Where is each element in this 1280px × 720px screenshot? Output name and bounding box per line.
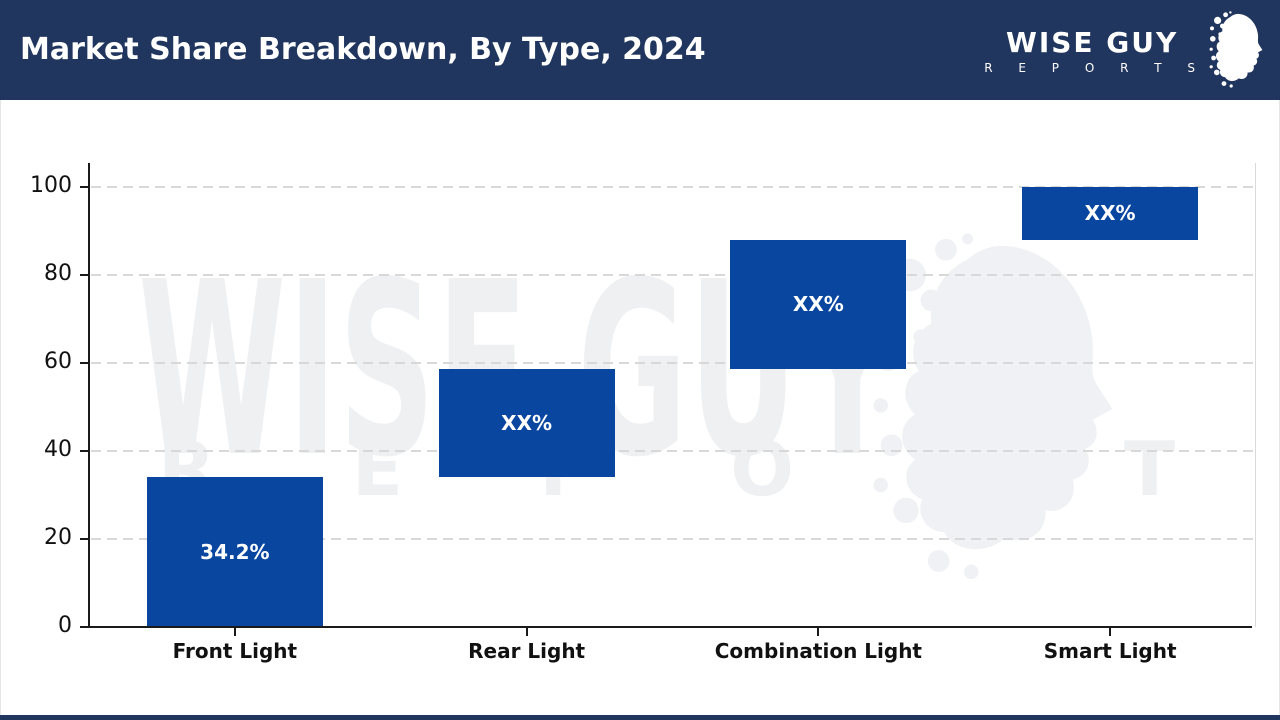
- x-axis-category-label: Smart Light: [1043, 639, 1177, 663]
- y-tick-label: 40: [44, 437, 72, 462]
- y-tick: [80, 362, 89, 364]
- bar-segment: [730, 239, 907, 370]
- x-axis-category-label: Combination Light: [714, 639, 922, 663]
- header-bar: Market Share Breakdown, By Type, 2024 WI…: [0, 0, 1280, 100]
- gridline: [91, 362, 1256, 364]
- x-axis-category-label: Front Light: [172, 639, 298, 663]
- wiseguy-face-icon: [1209, 11, 1263, 88]
- bar-value-label: XX%: [501, 410, 553, 435]
- y-tick-label: 0: [58, 613, 72, 638]
- bar-value-label: XX%: [792, 292, 844, 317]
- y-axis-line: [88, 163, 90, 628]
- x-tick: [525, 628, 528, 636]
- y-tick: [80, 626, 89, 628]
- y-tick: [80, 186, 89, 188]
- y-tick-label: 60: [44, 349, 72, 374]
- x-tick: [233, 628, 236, 636]
- logo-sub-text: R E P O R T S: [984, 60, 1206, 75]
- right-spine-line: [1255, 163, 1256, 627]
- x-tick: [1109, 628, 1112, 636]
- bar-value-label: XX%: [1084, 201, 1136, 226]
- gridline: [91, 450, 1256, 452]
- left-edge-line: [0, 100, 1, 715]
- y-tick: [80, 538, 89, 540]
- bar-value-label: 34.2%: [200, 539, 270, 564]
- x-tick: [817, 628, 820, 636]
- y-tick: [80, 274, 89, 276]
- watermark-face-icon: [873, 233, 1113, 580]
- y-tick: [80, 450, 89, 452]
- page-title: Market Share Breakdown, By Type, 2024: [20, 32, 706, 67]
- bar-segment: [438, 369, 615, 477]
- gridline: [91, 538, 1256, 540]
- logo-brand-text: WISE GUY: [1005, 25, 1179, 59]
- gridline: [91, 186, 1256, 188]
- y-tick-label: 80: [44, 261, 72, 286]
- bar-segment: [146, 476, 323, 627]
- bar-segment: [1022, 187, 1199, 240]
- watermark-text-line2: R E P O R T S: [158, 425, 1280, 513]
- footer-bar: [0, 715, 1280, 720]
- x-axis-line: [88, 626, 1252, 628]
- y-tick-label: 20: [44, 525, 72, 550]
- wiseguy-logo: WISE GUY R E P O R T S: [978, 8, 1268, 92]
- x-axis-category-label: Rear Light: [468, 639, 586, 663]
- y-tick-label: 100: [30, 173, 72, 198]
- gridline: [91, 274, 1256, 276]
